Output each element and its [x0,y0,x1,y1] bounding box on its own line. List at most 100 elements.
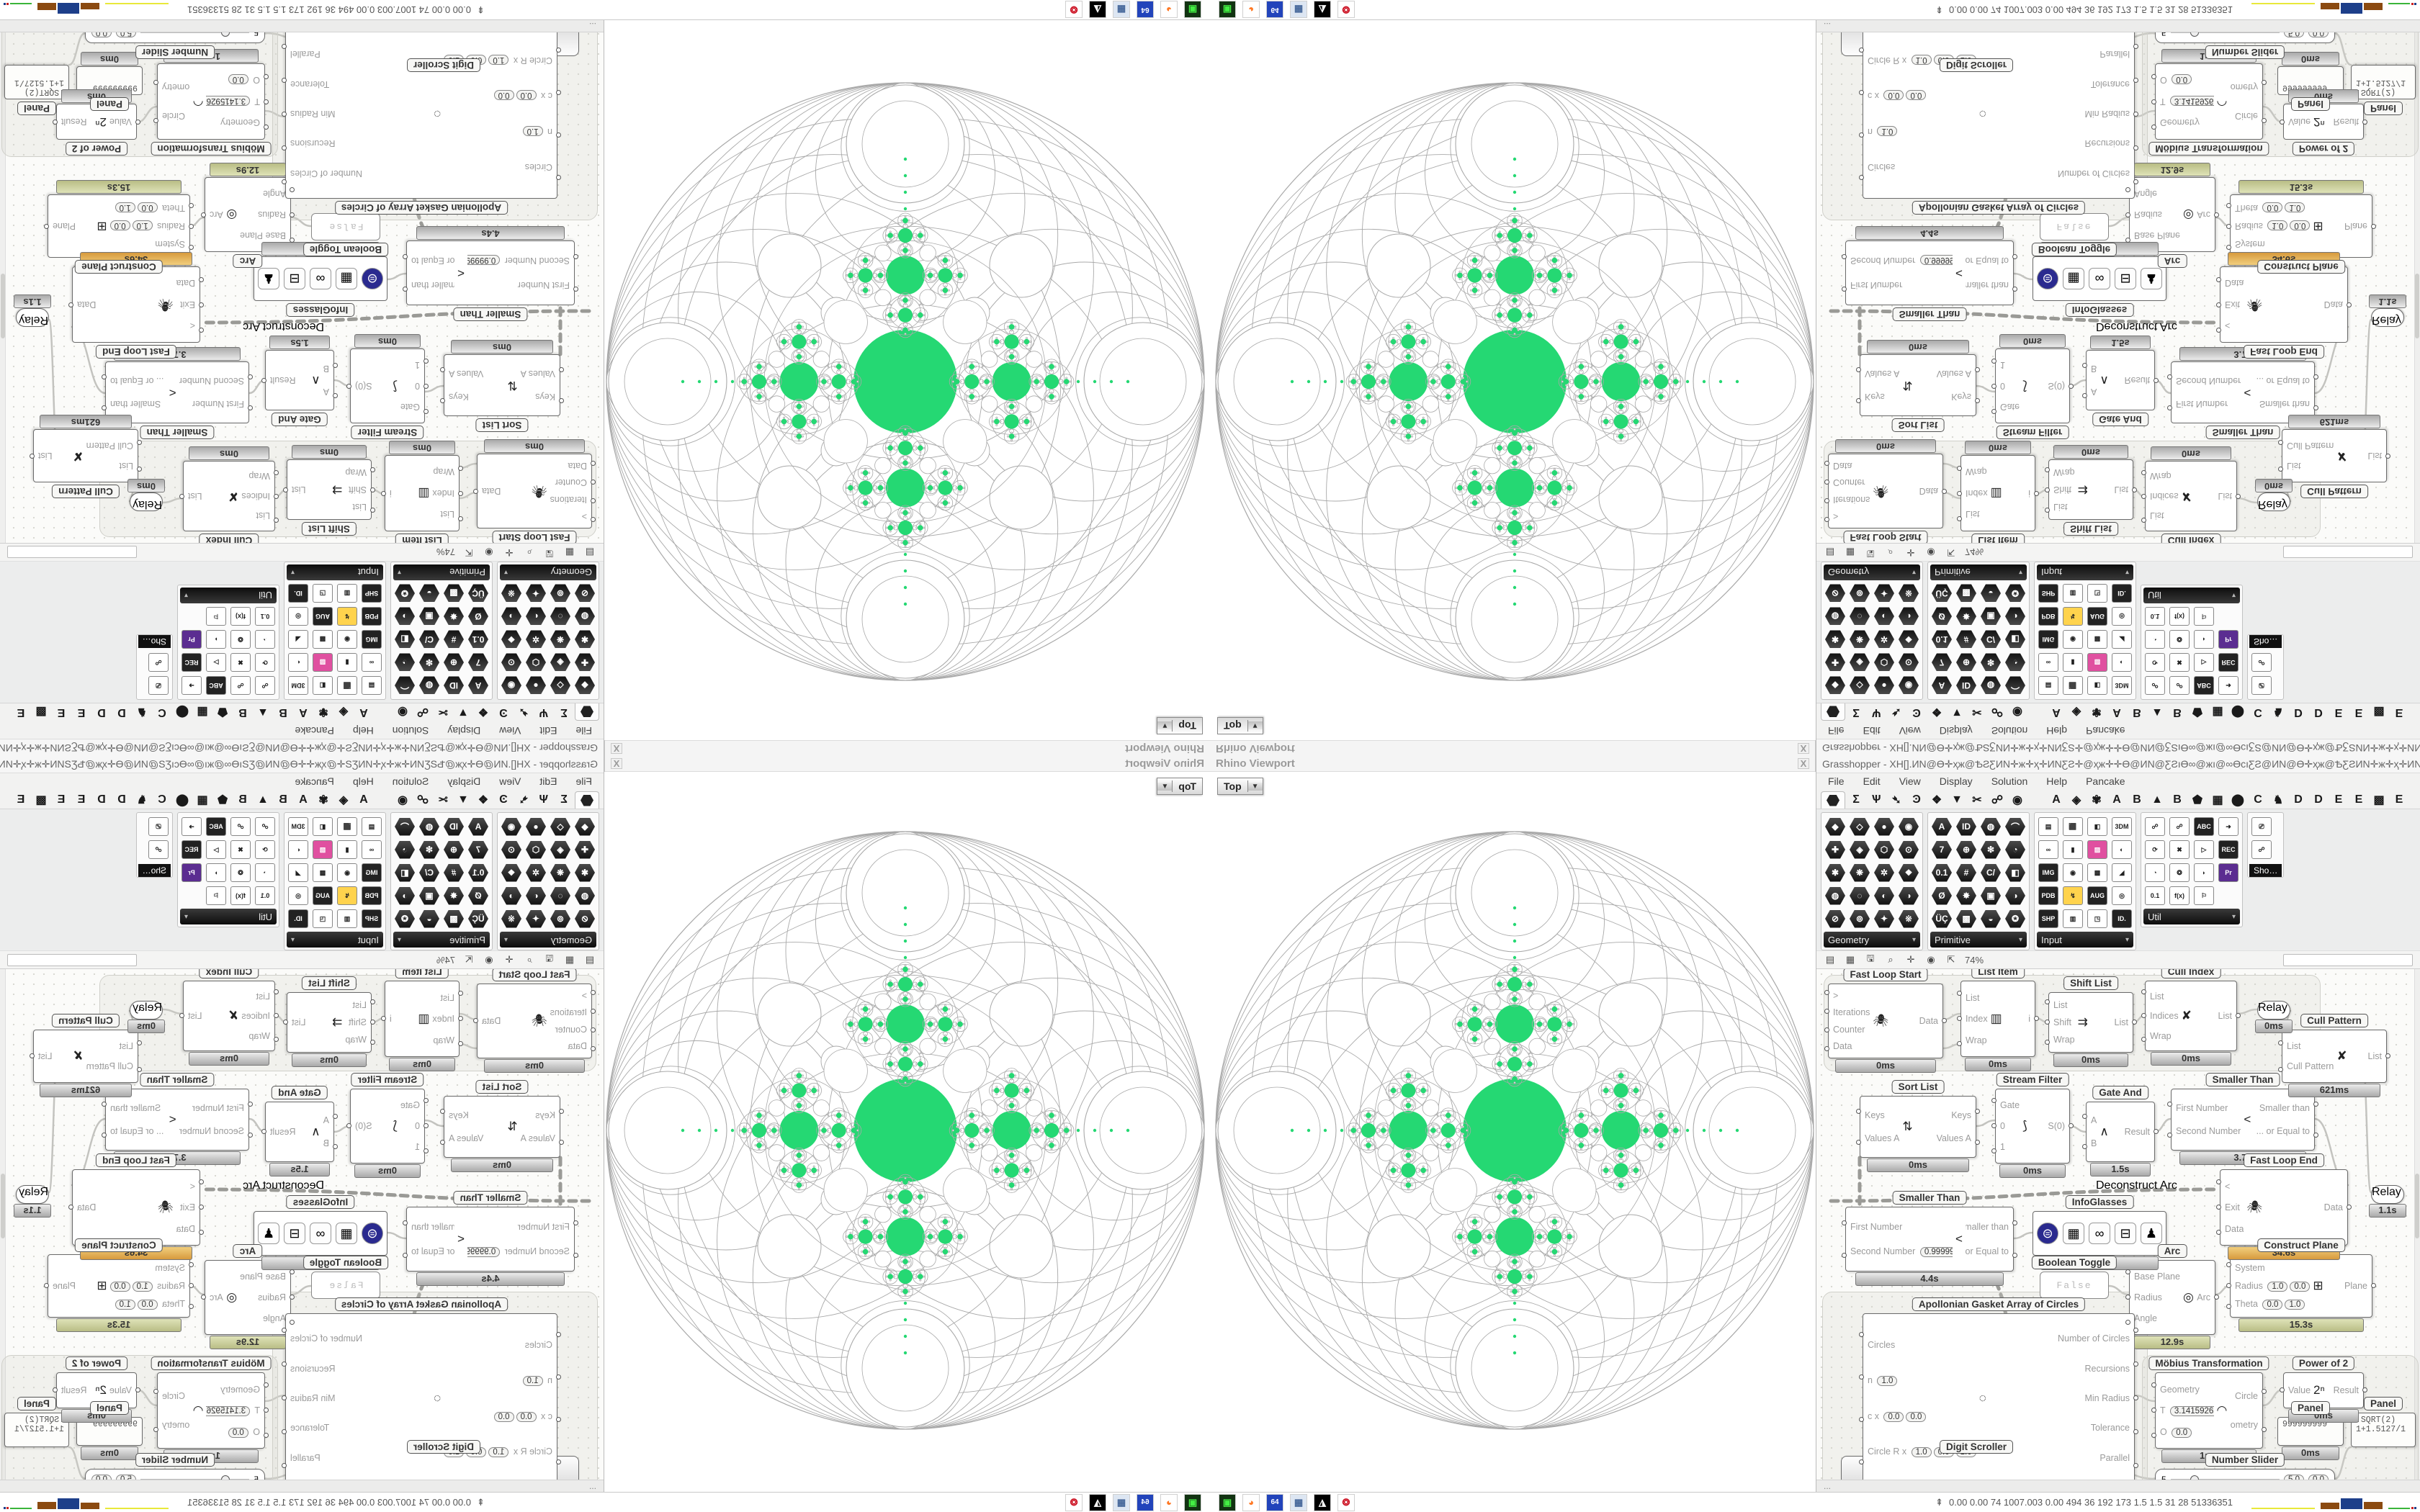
component-icon[interactable]: ⌒ [2005,677,2025,695]
component-icon[interactable]: ▥ [2063,909,2083,928]
component-icon[interactable]: ◔ [395,841,415,859]
toolbar-icon[interactable]: ✛ [505,547,514,558]
component-icon[interactable]: 7 [468,841,488,859]
component-icon[interactable]: ▮ [337,653,357,672]
toolbar-icon[interactable]: ▤ [585,547,595,558]
component-icon[interactable]: ▩ [313,630,333,649]
category-tab-icon[interactable]: Ͽ [1912,793,1921,806]
toolbar-icon[interactable]: ▦ [1845,954,1855,965]
component-icon[interactable]: ⊘ [1825,909,1845,928]
component-icon[interactable]: ▣ [1981,608,2001,626]
category-tab-icon[interactable]: ✂ [1972,706,1982,718]
node-panel[interactable]: Panel !SQRT(2) 1+1.5127/1 [2351,1397,2416,1447]
component-icon[interactable]: ▩ [313,863,333,882]
palette-label[interactable]: Input ▾ [2037,564,2133,580]
canvas-search-input[interactable] [2283,953,2413,966]
component-icon[interactable]: ✖ [230,840,251,859]
component-icon[interactable]: ◢ [288,863,308,882]
component-icon[interactable]: ◢ [2112,630,2132,649]
grasshopper-titlebar[interactable]: Grasshopper - XH[].ИN@Ө✛ҳж@ѢƧƸИN✛ж✛ҳ✛ИNƸ… [0,756,604,773]
component-icon[interactable]: ✸ [1956,608,1976,626]
infoglasses-icon[interactable]: ⊟ [284,1223,305,1244]
category-tab-icon[interactable]: Ѱ [539,793,549,806]
menu-view[interactable]: View [1899,725,1921,737]
component-icon[interactable]: ◗ [2194,630,2214,649]
component-icon[interactable]: ◗ [206,863,226,882]
plugin-tab[interactable]: A [2112,706,2121,719]
plugin-tab[interactable]: E [57,706,66,719]
plugin-tab[interactable]: D [117,793,126,806]
taskbar-icon-calculator[interactable]: ▦ [1113,1493,1130,1511]
component-icon[interactable]: ✦ [1874,909,1894,928]
component-icon[interactable]: Pr [182,863,202,882]
component-icon[interactable]: 3DM [2112,817,2132,836]
component-icon[interactable]: C/ [1981,631,2001,649]
component-icon[interactable]: ◳ [2087,584,2107,603]
plugin-tab[interactable]: ◈ [2071,794,2081,806]
category-tab-icon[interactable]: ☍ [416,794,429,806]
plugin-tab[interactable]: E [77,706,86,719]
component-icon[interactable]: ◳ [2087,909,2107,928]
component-icon[interactable]: ✦ [526,910,546,928]
taskbar-icon-floppy-64[interactable]: 64 [1137,1493,1154,1511]
component-icon[interactable]: A [468,818,488,836]
component-icon[interactable]: 3DM [288,817,308,836]
toolbar-icon[interactable]: ✛ [1906,547,1915,558]
component-icon[interactable]: ◈ [550,841,570,859]
component-icon[interactable]: ◧ [313,676,333,695]
component-icon[interactable]: Ø [468,608,488,626]
component-icon[interactable]: ● [1874,817,1894,836]
plugin-tab[interactable]: A [359,706,368,719]
component-icon[interactable]: ▩ [1956,585,1976,603]
plugin-tab[interactable]: B [2133,793,2141,806]
menu-display[interactable]: Display [1939,775,1973,787]
menu-pancake[interactable]: Pancake [2086,775,2125,787]
component-icon[interactable]: ✚ [575,654,595,672]
component-icon[interactable]: ◎ [2112,607,2132,626]
node-panel[interactable]: Panel !SQRT(2) 1+1.5127/1 [4,1397,69,1447]
plugin-tab[interactable]: C [2254,793,2262,806]
component-icon[interactable]: Pr [2218,863,2238,882]
tab-params[interactable] [575,703,599,721]
category-tab-icon[interactable]: Σ [560,793,568,806]
canvas-scrollbar[interactable] [2414,969,2420,1480]
component-icon[interactable]: ☍ [2251,840,2272,859]
plugin-tab[interactable]: ⬟ [2192,794,2202,806]
plugin-tab[interactable]: A [2052,793,2061,806]
component-icon[interactable]: 0.1 [468,631,488,649]
plugin-tab[interactable]: ▩ [2373,706,2385,718]
node-smaller-than[interactable]: Smaller Than First Number Second Number 0… [1842,226,2017,321]
component-icon[interactable]: ABC [206,676,226,695]
palette-label[interactable]: Primitive ▾ [393,564,490,580]
component-icon[interactable]: ◒ [1981,909,2001,928]
plugin-tab[interactable]: ✾ [318,794,328,806]
plugin-tab[interactable]: C [158,793,166,806]
menu-solution[interactable]: Solution [392,725,429,737]
component-icon[interactable]: ⬛ [2063,817,2083,836]
menu-view[interactable]: View [1899,775,1921,787]
component-icon[interactable]: ⚐ [206,886,226,905]
component-icon[interactable]: IMG [2038,630,2058,649]
component-icon[interactable]: f(x) [230,607,251,626]
plugin-tab[interactable]: E [17,706,25,719]
component-icon[interactable]: ⊚ [550,910,570,928]
component-icon[interactable]: ◍ [1825,608,1845,626]
taskbar-icon-firefox[interactable]: ◕ [1242,1,1260,19]
plugin-tab[interactable]: ♞ [136,794,148,806]
node-stream-filter[interactable]: Stream Filter Gate 0 1 ⟆ S(0) 0ms [346,334,429,439]
node-smaller-than[interactable]: Smaller Than First Number Second Number 0… [403,226,578,321]
plugin-tab[interactable]: C [158,706,166,719]
toolbar-icon[interactable]: ⇱ [1947,547,1955,558]
infoglasses-icon[interactable]: ▦ [2063,268,2084,289]
node-relay[interactable]: Relay 0ms [2254,1001,2293,1033]
component-icon[interactable]: ✖ [2169,653,2190,672]
category-tab-icon[interactable]: ❖ [478,794,489,806]
component-icon[interactable]: ⎚ [2251,676,2272,695]
component-icon[interactable]: ▩ [1956,909,1976,928]
node-list-item[interactable]: List Item List Index Wrap ▥ i 0ms [381,969,463,1071]
component-icon[interactable]: ⊙ [1899,840,1919,859]
